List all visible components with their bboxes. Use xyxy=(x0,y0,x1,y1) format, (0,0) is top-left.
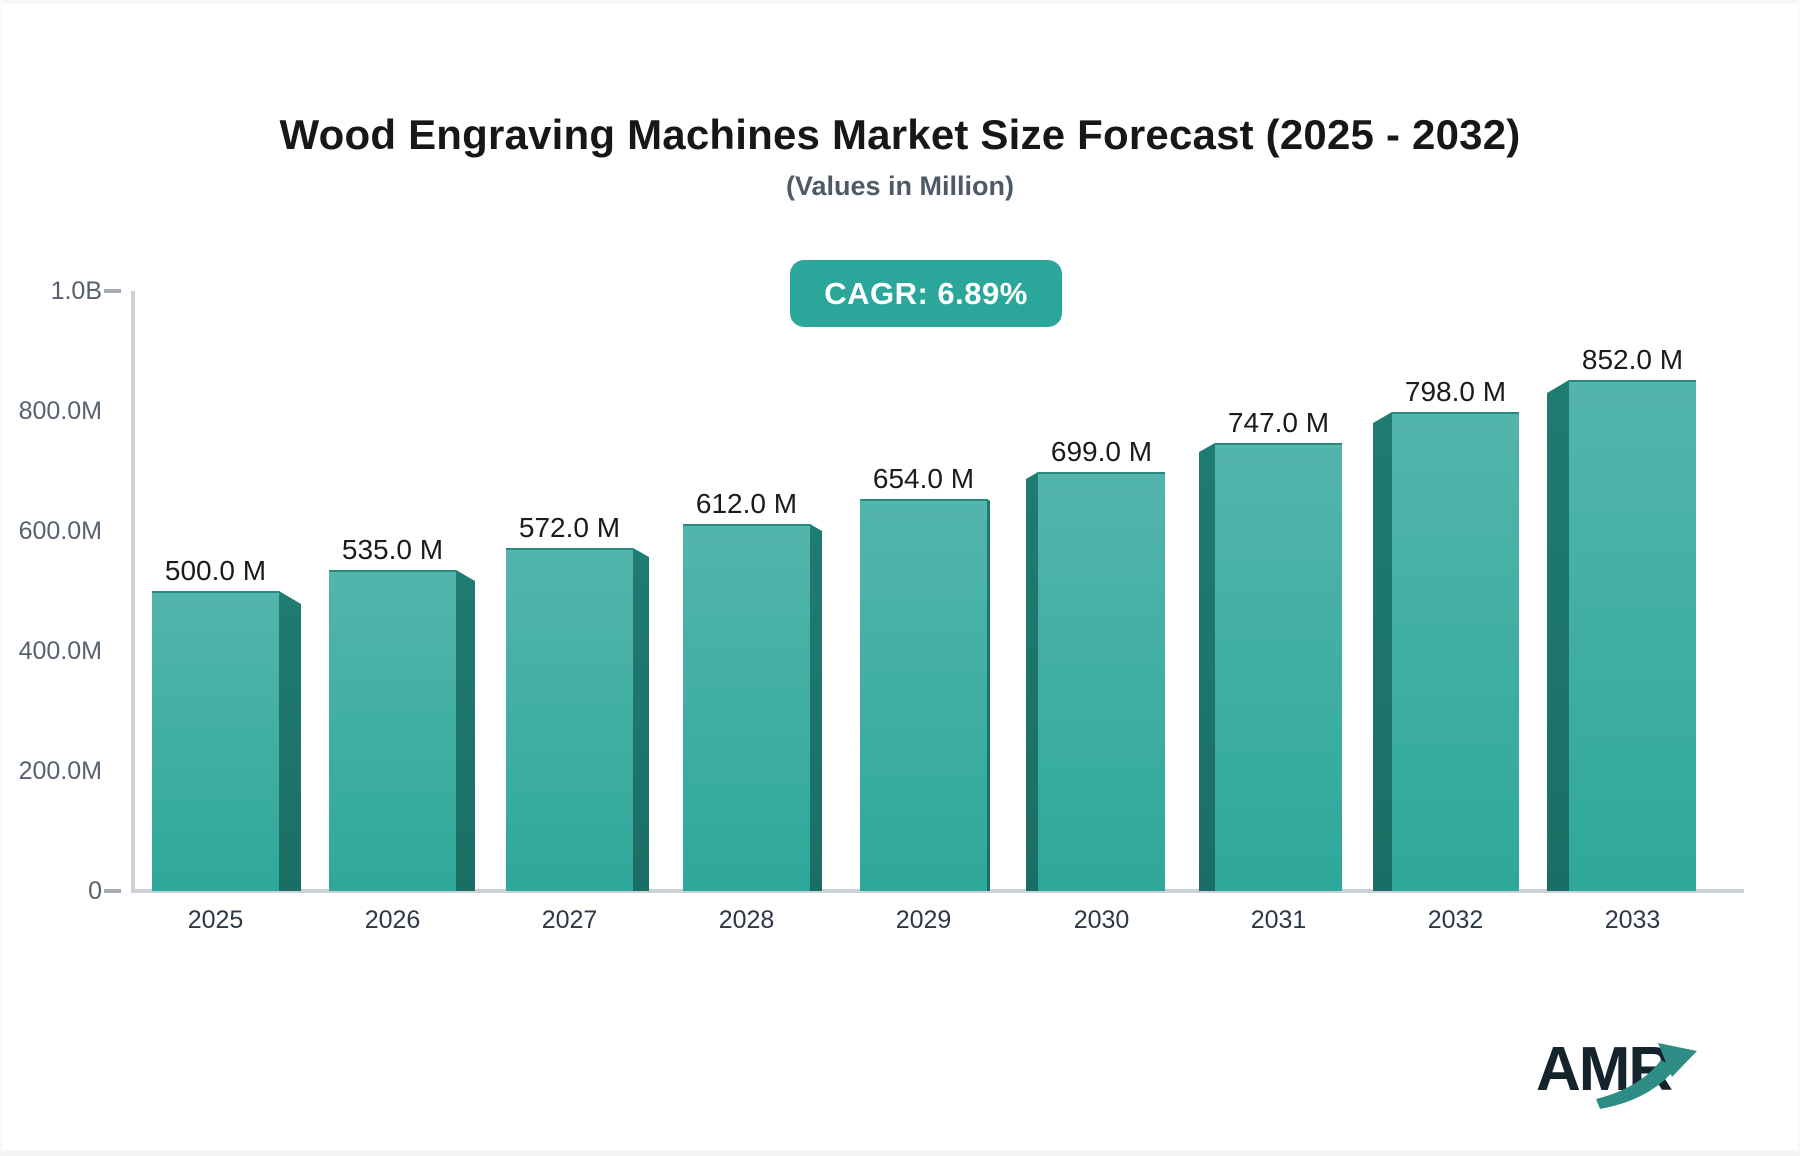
bar xyxy=(506,548,633,891)
bar xyxy=(1215,443,1342,891)
chart-title: Wood Engraving Machines Market Size Fore… xyxy=(279,111,1521,158)
bar xyxy=(152,591,279,891)
y-tick-dash xyxy=(104,889,121,893)
x-tick-label: 2031 xyxy=(1250,906,1307,934)
chart-subtitle: (Values in Million) xyxy=(785,171,1015,201)
bar xyxy=(860,499,987,891)
x-tick-label: 2028 xyxy=(718,906,775,934)
x-tick-label: 2027 xyxy=(541,906,598,934)
bar-value-label: 654.0 M xyxy=(872,463,975,494)
y-tick-label: 200.0M xyxy=(18,757,102,785)
bar xyxy=(1038,472,1165,891)
bar-side-face xyxy=(1199,443,1215,891)
bar xyxy=(683,524,810,891)
bar-value-label: 699.0 M xyxy=(1050,436,1153,467)
bar xyxy=(1569,380,1696,891)
bar-side-face xyxy=(1373,412,1392,891)
y-tick-label: 400.0M xyxy=(18,637,102,665)
bar-side-face xyxy=(456,570,475,891)
bar-side-face xyxy=(810,524,822,891)
bar-side-face xyxy=(633,548,649,891)
bar-side-face xyxy=(279,591,301,891)
y-axis-line xyxy=(131,291,135,893)
y-tick-label: 800.0M xyxy=(18,397,102,425)
bar-value-label: 747.0 M xyxy=(1227,407,1330,438)
x-tick-label: 2029 xyxy=(895,906,952,934)
bar-side-face xyxy=(1547,380,1569,891)
growth-arrow-icon xyxy=(1596,1043,1697,1109)
bar xyxy=(1392,412,1519,891)
bar-value-label: 535.0 M xyxy=(341,534,444,565)
bar xyxy=(329,570,456,891)
x-tick-label: 2032 xyxy=(1427,906,1484,934)
y-tick-dash xyxy=(104,289,121,293)
bar-value-label: 798.0 M xyxy=(1404,376,1507,407)
bar-value-label: 572.0 M xyxy=(518,512,621,543)
bar-side-face xyxy=(987,499,990,891)
bar-value-label: 500.0 M xyxy=(164,555,267,586)
y-tick-label: 600.0M xyxy=(18,517,102,545)
bar-value-label: 612.0 M xyxy=(695,488,798,519)
x-tick-label: 2026 xyxy=(364,906,421,934)
cagr-badge: CAGR: 6.89% xyxy=(790,260,1062,327)
bar-side-face xyxy=(1026,472,1038,891)
bar-value-label: 852.0 M xyxy=(1581,344,1684,375)
amr-logo: AMR xyxy=(1530,1030,1720,1125)
x-axis-line xyxy=(131,889,1744,893)
y-tick-label: 0 xyxy=(88,877,102,905)
x-tick-label: 2033 xyxy=(1604,906,1661,934)
x-tick-label: 2030 xyxy=(1073,906,1130,934)
y-tick-label: 1.0B xyxy=(50,277,102,305)
chart-area: 1.0B 800.0M 600.0M 400.0M 200.0M 0 500.0 M 535… xyxy=(2,4,1798,1150)
x-tick-label: 2025 xyxy=(187,906,244,934)
